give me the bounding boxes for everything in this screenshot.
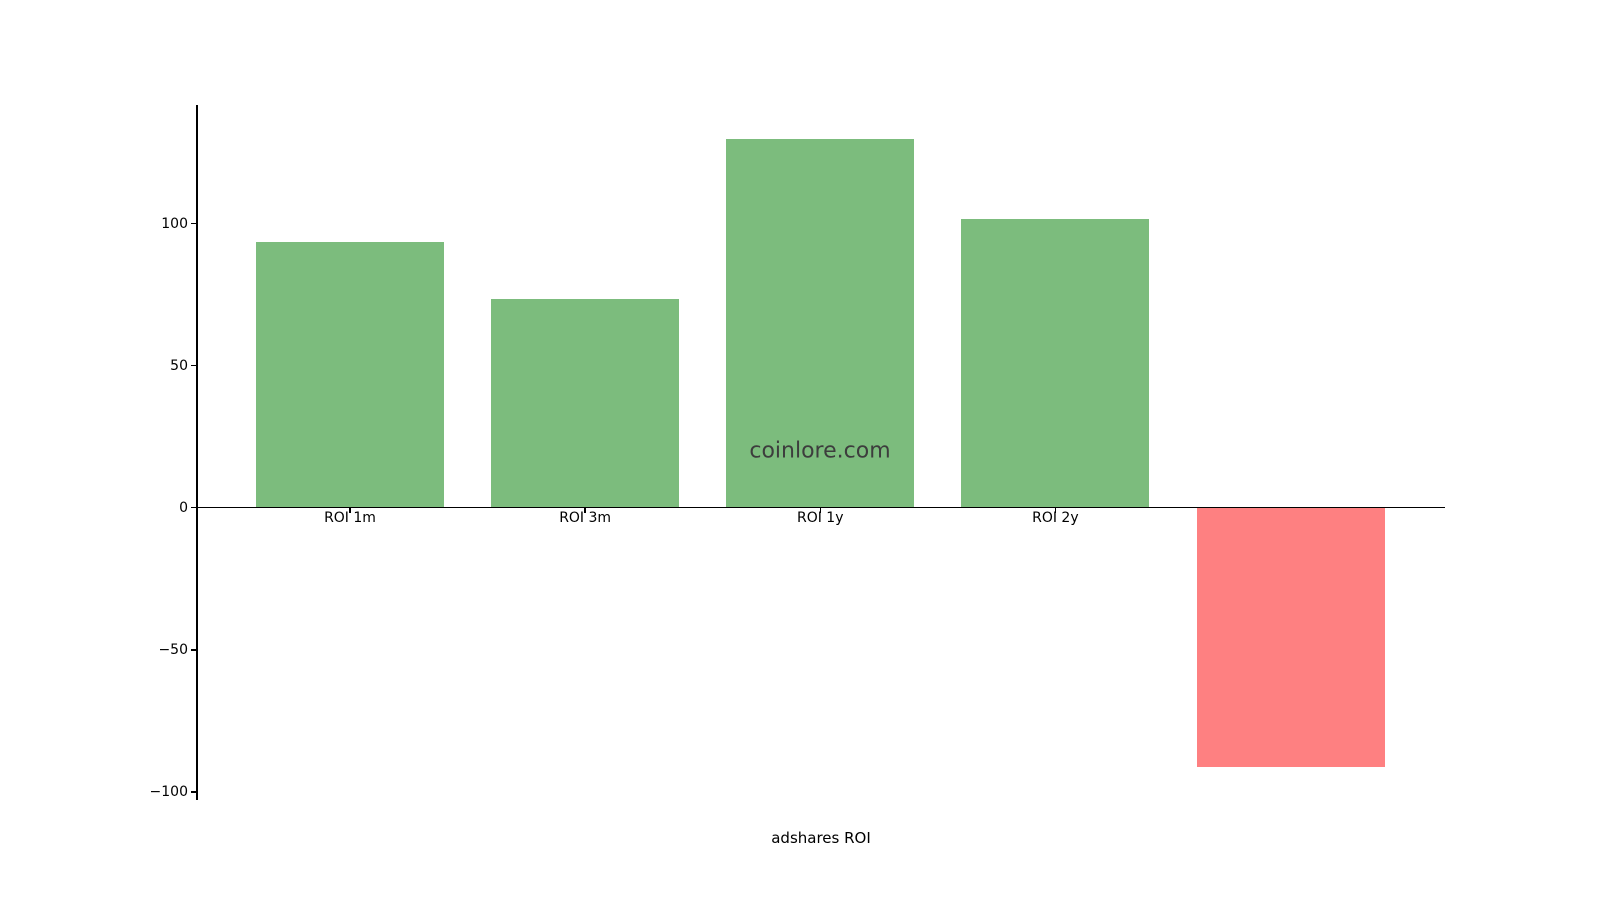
x-tick-mark [819, 507, 821, 513]
y-tick-mark [191, 791, 196, 793]
x-axis-title: adshares ROI [771, 829, 871, 847]
x-tick-label: ROI 2y [1032, 509, 1079, 526]
y-tick-mark [191, 506, 196, 509]
x-tick-mark [1054, 507, 1057, 513]
y-tick-label: −50 [158, 641, 188, 658]
y-tick-mark [191, 364, 196, 367]
y-tick-label: −100 [149, 783, 188, 800]
watermark: coinlore.com [749, 438, 891, 464]
x-tick-mark [349, 507, 351, 513]
y-tick-label: 50 [170, 357, 188, 374]
y-tick-mark [191, 222, 196, 225]
x-tick-mark [584, 507, 586, 513]
x-tick-label: ROI 1m [324, 509, 376, 526]
x-tick-label: ROI 1y [796, 509, 844, 526]
x-tick-label: ROI 3m [559, 509, 612, 526]
y-tick-label: 0 [179, 499, 188, 516]
bar-roi-1m [256, 241, 444, 508]
bar-roi-2y [961, 219, 1150, 508]
bar-roi-3m [491, 299, 680, 508]
y-axis-line [196, 105, 198, 800]
bar-unlabeled [1196, 507, 1385, 768]
bar-roi-1y [726, 139, 915, 508]
y-tick-label: 100 [161, 215, 188, 232]
y-tick-mark [191, 649, 196, 651]
